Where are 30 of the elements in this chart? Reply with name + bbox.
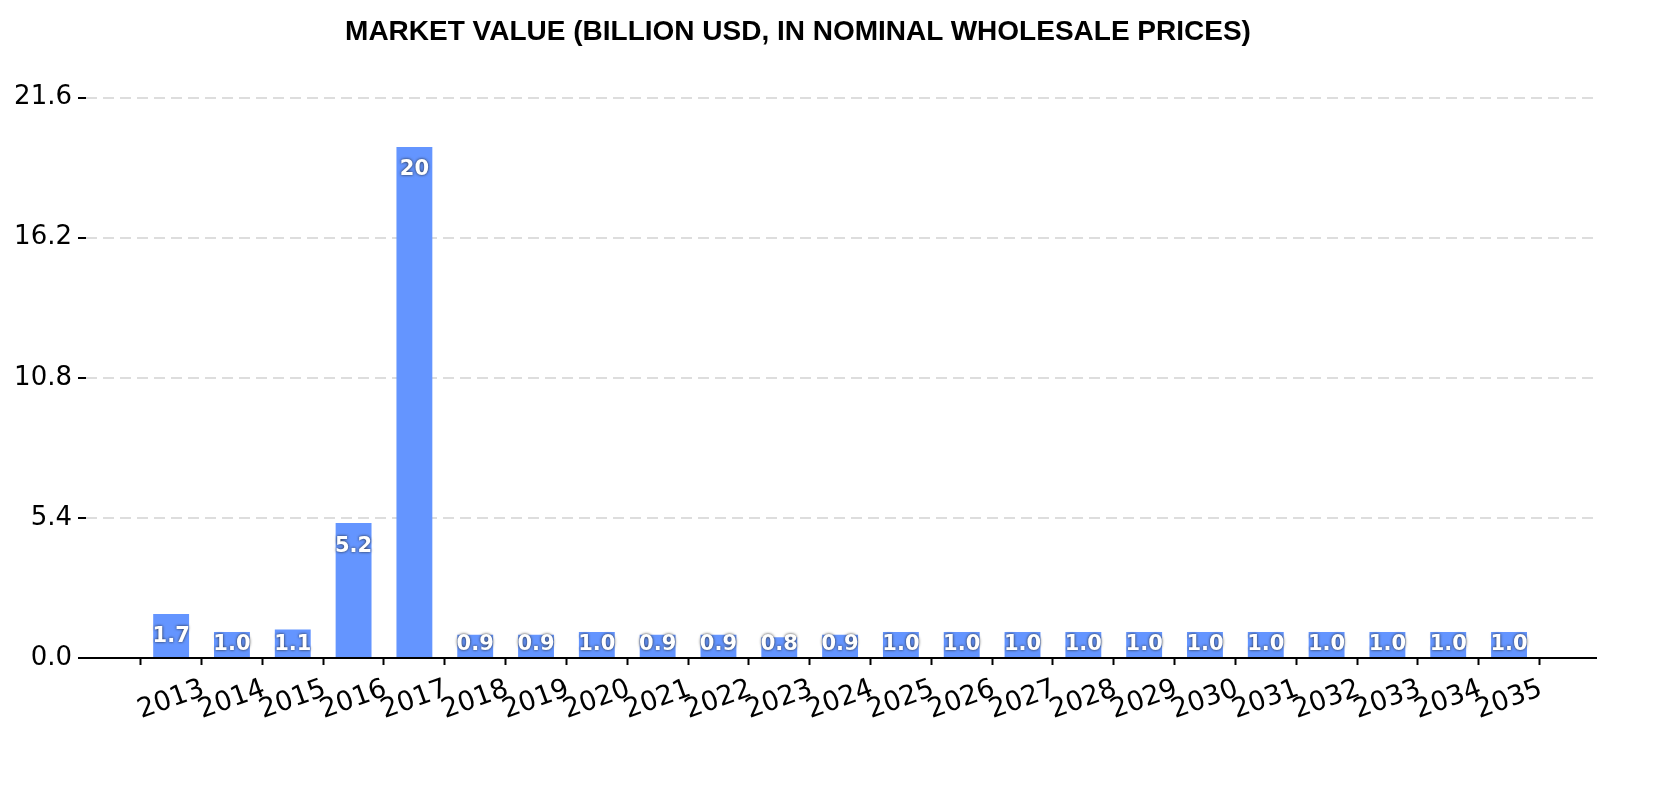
data-label: 1.0 xyxy=(1003,631,1042,656)
bar xyxy=(335,523,372,657)
data-label: 0.9 xyxy=(821,631,859,656)
data-label: 1.0 xyxy=(943,631,981,656)
y-tick-label: 0.0 xyxy=(30,640,72,671)
data-label: 1.0 xyxy=(1490,631,1528,656)
data-label: 1.0 xyxy=(1064,631,1102,656)
y-tick-label: 10.8 xyxy=(14,360,72,391)
data-label: 1.0 xyxy=(213,631,251,656)
data-label: 1.0 xyxy=(578,631,616,656)
y-tick-label: 16.2 xyxy=(14,220,72,251)
chart-title: MARKET VALUE (BILLION USD, IN NOMINAL WHOLESALE PRICES) xyxy=(345,14,1251,46)
bar xyxy=(396,146,433,657)
data-label: 1.0 xyxy=(1125,631,1163,656)
data-label: 5.2 xyxy=(334,532,373,557)
data-label: 0.9 xyxy=(639,631,677,656)
data-label: 1.0 xyxy=(1307,631,1346,656)
data-label: 1.0 xyxy=(1368,631,1407,656)
data-label: 1.0 xyxy=(882,631,920,656)
y-tick-label: 5.4 xyxy=(30,500,72,531)
data-label: 1.0 xyxy=(1247,631,1285,656)
data-label: 1.0 xyxy=(1429,631,1467,656)
data-label: 1.1 xyxy=(274,631,312,656)
data-label: 0.9 xyxy=(456,631,494,656)
data-label: 1.0 xyxy=(1186,631,1224,656)
y-tick-label: 21.6 xyxy=(14,80,72,111)
data-label: 0.9 xyxy=(699,631,738,656)
data-label: 20 xyxy=(399,156,430,181)
data-label: 0.9 xyxy=(517,631,555,656)
data-label: 1.7 xyxy=(152,623,190,648)
